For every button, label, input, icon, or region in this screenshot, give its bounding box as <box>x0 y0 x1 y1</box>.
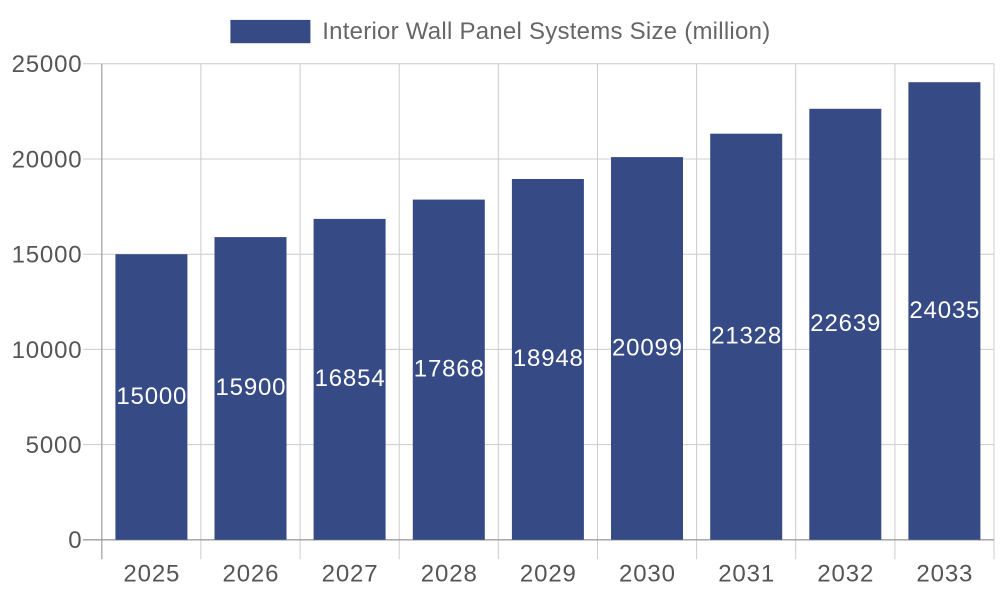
svg-text:15000: 15000 <box>116 383 186 410</box>
svg-text:0: 0 <box>68 527 81 554</box>
svg-text:20000: 20000 <box>12 146 82 173</box>
svg-text:22639: 22639 <box>810 310 880 337</box>
svg-text:2027: 2027 <box>322 561 378 588</box>
svg-text:16854: 16854 <box>315 365 385 392</box>
svg-text:5000: 5000 <box>26 432 82 459</box>
svg-text:2025: 2025 <box>123 561 179 588</box>
svg-text:2033: 2033 <box>916 561 972 588</box>
svg-text:2029: 2029 <box>520 561 576 588</box>
svg-text:2028: 2028 <box>421 561 477 588</box>
svg-text:2032: 2032 <box>817 561 873 588</box>
svg-text:10000: 10000 <box>12 337 82 364</box>
svg-text:20099: 20099 <box>612 334 682 361</box>
svg-text:24035: 24035 <box>909 297 979 324</box>
svg-text:15900: 15900 <box>216 374 286 401</box>
svg-text:15000: 15000 <box>12 242 82 269</box>
svg-text:Interior Wall Panel Systems Si: Interior Wall Panel Systems Size (millio… <box>322 18 770 45</box>
svg-text:2031: 2031 <box>718 561 774 588</box>
svg-text:25000: 25000 <box>12 51 82 78</box>
svg-text:2026: 2026 <box>223 561 279 588</box>
svg-text:18948: 18948 <box>513 345 583 372</box>
svg-text:2030: 2030 <box>619 561 675 588</box>
svg-text:21328: 21328 <box>711 323 781 350</box>
svg-text:17868: 17868 <box>414 356 484 383</box>
